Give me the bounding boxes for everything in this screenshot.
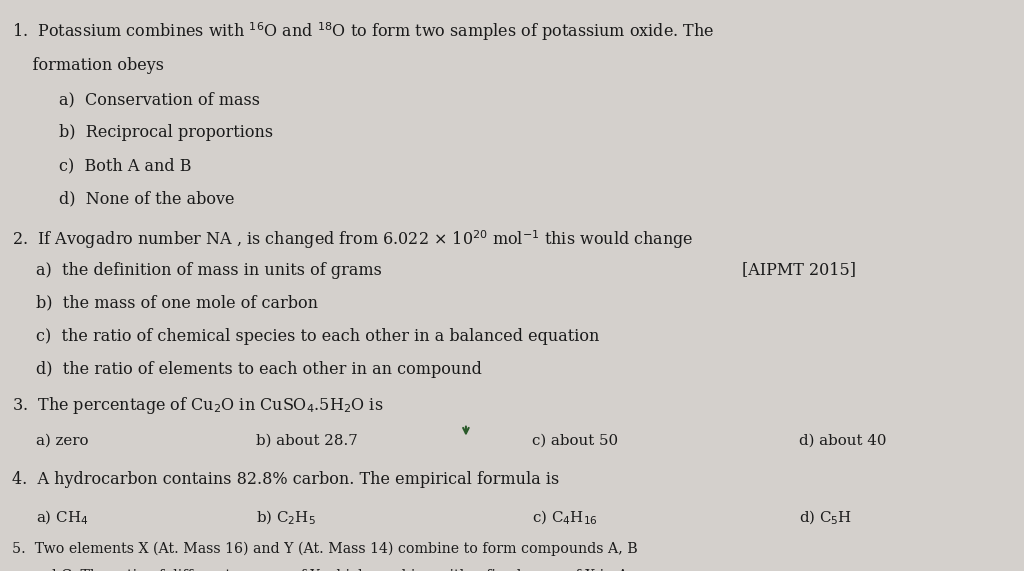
- Text: [AIPMT 2015]: [AIPMT 2015]: [742, 262, 856, 279]
- Text: b) C$_2$H$_5$: b) C$_2$H$_5$: [256, 508, 316, 526]
- Text: b) about 28.7: b) about 28.7: [256, 434, 357, 448]
- Text: b)  Reciprocal proportions: b) Reciprocal proportions: [59, 124, 273, 142]
- Text: c)  Both A and B: c) Both A and B: [59, 158, 191, 175]
- Text: a) zero: a) zero: [36, 434, 88, 448]
- Text: d) about 40: d) about 40: [799, 434, 886, 448]
- Text: 3.  The percentage of Cu$_2$O in CuSO$_4$.5H$_2$O is: 3. The percentage of Cu$_2$O in CuSO$_4$…: [12, 395, 384, 416]
- Text: 4.  A hydrocarbon contains 82.8% carbon. The empirical formula is: 4. A hydrocarbon contains 82.8% carbon. …: [12, 471, 559, 488]
- Text: 1.  Potassium combines with $^{16}$O and $^{18}$O to form two samples of potassi: 1. Potassium combines with $^{16}$O and …: [12, 20, 715, 43]
- Text: and C. The ratio of different masses of Y which combine with a fixed mass of X i: and C. The ratio of different masses of …: [12, 569, 633, 571]
- Text: c)  the ratio of chemical species to each other in a balanced equation: c) the ratio of chemical species to each…: [36, 328, 599, 345]
- Text: 5.  Two elements X (At. Mass 16) and Y (At. Mass 14) combine to form compounds A: 5. Two elements X (At. Mass 16) and Y (A…: [12, 541, 638, 556]
- Text: a)  Conservation of mass: a) Conservation of mass: [59, 91, 260, 108]
- Text: b)  the mass of one mole of carbon: b) the mass of one mole of carbon: [36, 295, 317, 312]
- Text: d)  the ratio of elements to each other in an compound: d) the ratio of elements to each other i…: [36, 361, 481, 378]
- Text: d) C$_5$H: d) C$_5$H: [799, 508, 852, 526]
- Text: d)  None of the above: d) None of the above: [59, 191, 234, 208]
- Text: c) C$_4$H$_{16}$: c) C$_4$H$_{16}$: [532, 508, 598, 526]
- Text: a)  the definition of mass in units of grams: a) the definition of mass in units of gr…: [36, 262, 382, 279]
- Text: c) about 50: c) about 50: [532, 434, 618, 448]
- Text: 2.  If Avogadro number NA , is changed from 6.022 $\times$ 10$^{20}$ mol$^{-1}$ : 2. If Avogadro number NA , is changed fr…: [12, 228, 693, 251]
- Text: formation obeys: formation obeys: [12, 57, 164, 74]
- Text: a) CH$_4$: a) CH$_4$: [36, 508, 88, 526]
